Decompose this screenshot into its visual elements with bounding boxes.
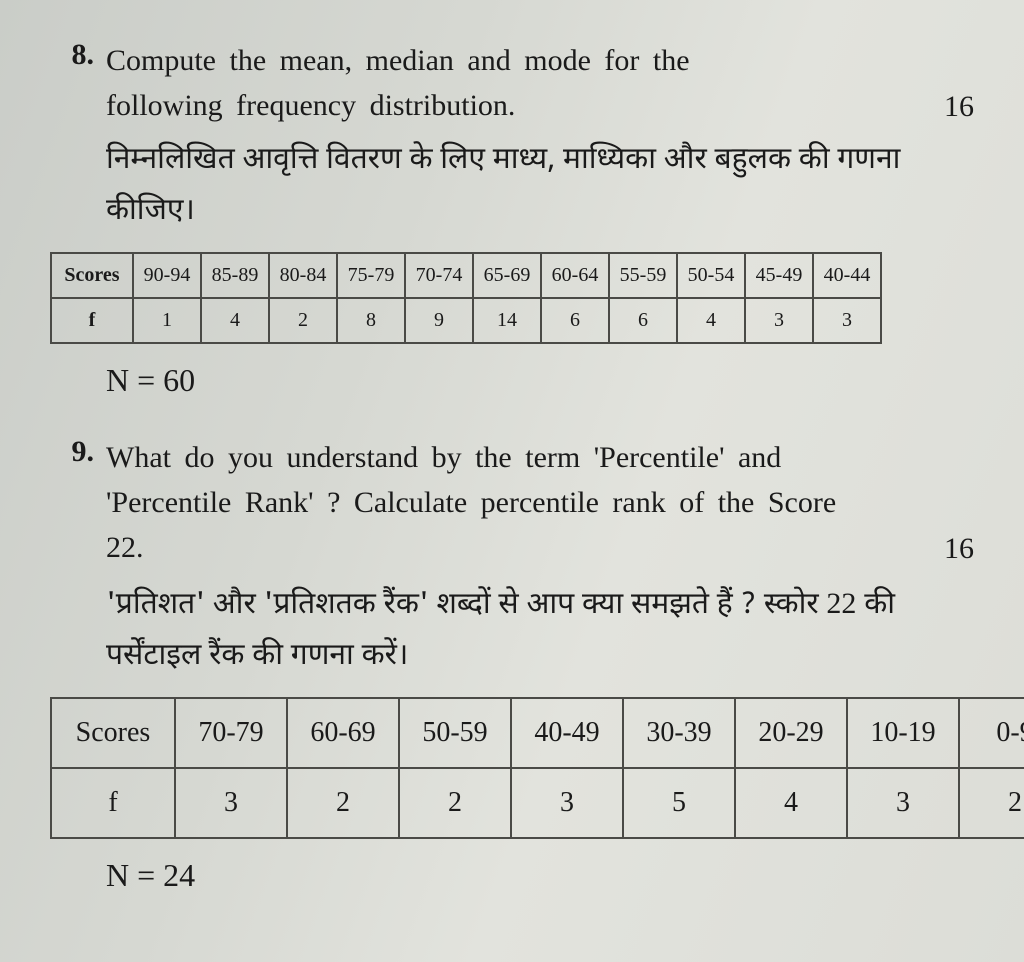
q8-score-cell: 60-64: [541, 253, 609, 298]
q8-freq-cell: 8: [337, 298, 405, 343]
q8-freq-cell: 4: [677, 298, 745, 343]
q8-scores-label: Scores: [51, 253, 133, 298]
q8-score-cell: 50-54: [677, 253, 745, 298]
q8-text-hi: निम्नलिखित आवृत्ति वितरण के लिए माध्य, म…: [106, 136, 974, 238]
q8-score-cell: 90-94: [133, 253, 201, 298]
q8-freq-cell: 4: [201, 298, 269, 343]
q9-freq-cell: 2: [959, 768, 1024, 838]
q9-table-row-scores: Scores 70-79 60-69 50-59 40-49 30-39 20-…: [51, 698, 1024, 768]
q9-freq-cell: 2: [287, 768, 399, 838]
q9-score-cell: 30-39: [623, 698, 735, 768]
q8-freq-cell: 14: [473, 298, 541, 343]
question-9: 9. What do you understand by the term 'P…: [50, 435, 974, 894]
q9-freq-cell: 3: [847, 768, 959, 838]
q8-freq-cell: 1: [133, 298, 201, 343]
q8-freq-cell: 3: [813, 298, 881, 343]
q9-freq-cell: 3: [511, 768, 623, 838]
q9-score-cell: 0-9: [959, 698, 1024, 768]
q9-table-row-freq: f 3 2 2 3 5 4 3 2: [51, 768, 1024, 838]
q9-scores-label: Scores: [51, 698, 175, 768]
q9-freq-cell: 4: [735, 768, 847, 838]
q8-score-cell: 85-89: [201, 253, 269, 298]
q9-score-cell: 10-19: [847, 698, 959, 768]
question-8: 8. Compute the mean, median and mode for…: [50, 38, 974, 399]
q9-score-cell: 70-79: [175, 698, 287, 768]
q8-header: 8. Compute the mean, median and mode for…: [50, 38, 974, 238]
q8-freq-cell: 6: [609, 298, 677, 343]
q9-marks: 16: [944, 532, 974, 570]
q8-table-row-freq: f 1 4 2 8 9 14 6 6 4 3 3: [51, 298, 881, 343]
q8-score-cell: 55-59: [609, 253, 677, 298]
q8-score-cell: 65-69: [473, 253, 541, 298]
q8-marks: 16: [944, 90, 974, 128]
q9-freq-cell: 5: [623, 768, 735, 838]
q8-table-row-scores: Scores 90-94 85-89 80-84 75-79 70-74 65-…: [51, 253, 881, 298]
q8-n-line: N = 60: [106, 362, 974, 399]
q8-en-block: Compute the mean, median and mode for th…: [106, 38, 974, 128]
exam-page: 8. Compute the mean, median and mode for…: [0, 0, 1024, 960]
q8-en-wrap: Compute the mean, median and mode for th…: [106, 38, 690, 128]
q9-freq-cell: 3: [175, 768, 287, 838]
q8-freq-cell: 3: [745, 298, 813, 343]
q9-score-cell: 20-29: [735, 698, 847, 768]
q8-score-cell: 75-79: [337, 253, 405, 298]
q9-hi-part1: 'प्रतिशत' और 'प्रतिशतक रैंक' शब्दों से आ…: [106, 587, 826, 626]
q8-freq-cell: 9: [405, 298, 473, 343]
q8-freq-cell: 6: [541, 298, 609, 343]
q8-score-cell: 45-49: [745, 253, 813, 298]
q9-freq-cell: 2: [399, 768, 511, 838]
q9-score-cell: 50-59: [399, 698, 511, 768]
q9-body: What do you understand by the term 'Perc…: [106, 435, 974, 683]
q9-number: 9.: [50, 435, 94, 469]
q9-score-cell: 60-69: [287, 698, 399, 768]
q9-en-block: What do you understand by the term 'Perc…: [106, 435, 974, 570]
q9-table: Scores 70-79 60-69 50-59 40-49 30-39 20-…: [50, 697, 1024, 839]
q9-freq-label: f: [51, 768, 175, 838]
q8-text-en-l2: following frequency distribution.: [106, 83, 690, 128]
q8-number: 8.: [50, 38, 94, 72]
q9-header: 9. What do you understand by the term 'P…: [50, 435, 974, 683]
q8-freq-cell: 2: [269, 298, 337, 343]
q8-table: Scores 90-94 85-89 80-84 75-79 70-74 65-…: [50, 252, 882, 344]
q9-n-line: N = 24: [106, 857, 974, 894]
q8-text-en-l1: Compute the mean, median and mode for th…: [106, 38, 690, 83]
q9-score-cell: 40-49: [511, 698, 623, 768]
q8-body: Compute the mean, median and mode for th…: [106, 38, 974, 238]
q8-freq-label: f: [51, 298, 133, 343]
q9-text-en: What do you understand by the term 'Perc…: [106, 435, 886, 570]
q8-score-cell: 40-44: [813, 253, 881, 298]
q8-score-cell: 70-74: [405, 253, 473, 298]
q9-hi-latin: 22: [826, 587, 856, 620]
q9-text-hi: 'प्रतिशत' और 'प्रतिशतक रैंक' शब्दों से आ…: [106, 578, 974, 683]
q8-score-cell: 80-84: [269, 253, 337, 298]
